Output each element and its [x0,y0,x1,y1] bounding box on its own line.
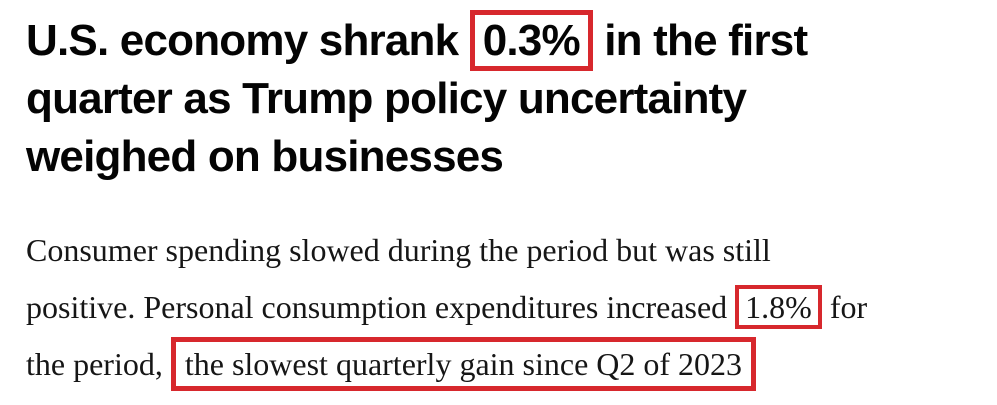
body-text-segment-3: for [821,289,868,325]
article-headline: U.S. economy shrank 0.3% in the first qua… [26,10,989,186]
body-text-segment-2: positive. Personal consumption expenditu… [26,289,736,325]
body-highlight-pce-box: 1.8% [735,285,822,329]
headline-highlight-gdp-box: 0.3% [469,10,593,71]
headline-text-segment-1: U.S. economy shrank [26,16,470,65]
headline-text-segment-3: quarter as Trump policy uncertainty [26,74,747,123]
article-paragraph: Consumer spending slowed during the peri… [26,222,989,393]
headline-text-segment-2: in the first [592,16,808,65]
body-text-segment-1: Consumer spending slowed during the peri… [26,232,771,268]
body-text-segment-4: the period, [26,346,171,382]
body-highlight-slowest-gain-box: the slowest quarterly gain since Q2 of 2… [170,337,757,391]
headline-text-segment-4: weighed on businesses [26,132,504,181]
